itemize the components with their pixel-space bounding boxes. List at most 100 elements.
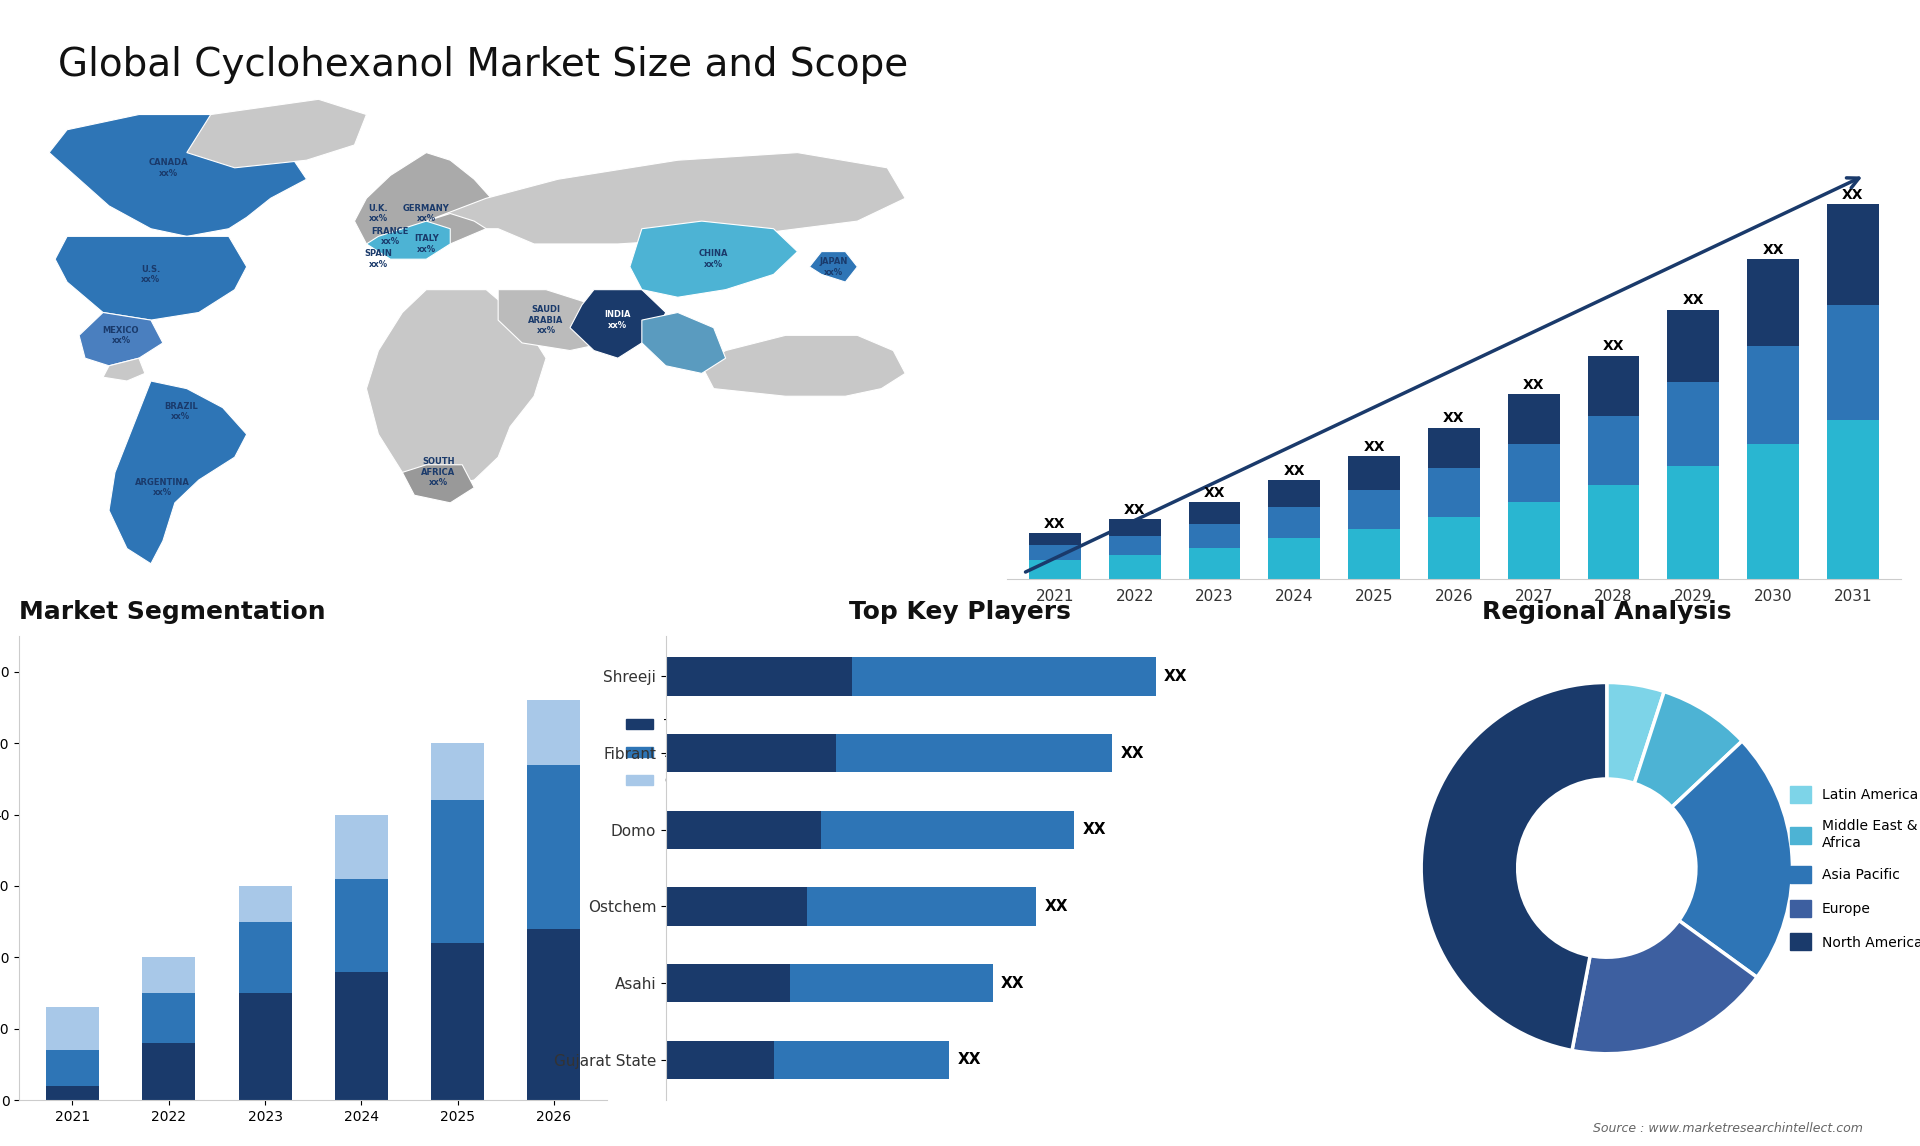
Bar [1188,548,1240,579]
Bar [1428,469,1480,517]
Wedge shape [1572,920,1757,1054]
Bar [1828,204,1880,305]
Polygon shape [367,290,545,487]
Bar [1188,524,1240,548]
Text: XX: XX [1204,486,1225,500]
Text: XX: XX [1044,898,1068,915]
Bar [1108,535,1162,555]
Bar [1029,533,1081,545]
Bar [528,764,580,928]
Bar [1428,427,1480,469]
Bar [666,887,806,926]
Bar [1747,259,1799,346]
Text: MARKET
RESEARCH
INTELLECT: MARKET RESEARCH INTELLECT [1764,88,1807,109]
Bar [238,886,292,921]
Text: ITALY
xx%: ITALY xx% [415,234,438,253]
Text: XX: XX [1523,377,1544,392]
Text: Market Segmentation: Market Segmentation [19,601,326,625]
Bar [142,1043,196,1100]
Bar [1667,382,1718,466]
Title: Regional Analysis: Regional Analysis [1482,601,1732,625]
Polygon shape [56,236,246,320]
Text: XX: XX [1044,517,1066,531]
Text: XX: XX [1083,823,1106,838]
Bar [1108,555,1162,579]
Text: ARGENTINA
xx%: ARGENTINA xx% [136,478,190,497]
Text: XX: XX [958,1052,981,1067]
Bar [46,1050,100,1086]
Polygon shape [109,380,246,564]
Text: Global Cyclohexanol Market Size and Scope: Global Cyclohexanol Market Size and Scop… [58,46,908,84]
Wedge shape [1421,683,1607,1051]
Bar [1667,466,1718,579]
Bar [791,964,993,1003]
Bar [334,972,388,1100]
Text: XX: XX [1284,464,1306,478]
Text: XX: XX [1000,975,1025,990]
Title: Top Key Players: Top Key Players [849,601,1071,625]
Bar [1348,456,1400,490]
Bar [822,810,1075,849]
Polygon shape [641,313,726,374]
Bar [528,700,580,764]
Wedge shape [1634,691,1741,807]
Bar [432,800,484,943]
Bar [1828,421,1880,579]
Bar [806,887,1037,926]
Legend: Type, Application, Geography: Type, Application, Geography [620,713,749,793]
Bar [1507,445,1559,502]
Text: XX: XX [1763,243,1784,257]
Bar [238,921,292,994]
Text: GERMANY
xx%: GERMANY xx% [403,204,449,223]
Bar [666,964,791,1003]
Bar [1507,502,1559,579]
Text: INDIA
xx%: INDIA xx% [605,311,632,330]
Text: SPAIN
xx%: SPAIN xx% [365,250,392,269]
Polygon shape [403,465,474,503]
Polygon shape [79,313,163,366]
Bar [1588,416,1640,485]
Text: Source : www.marketresearchintellect.com: Source : www.marketresearchintellect.com [1592,1122,1862,1135]
Text: XX: XX [1164,669,1188,684]
Bar [666,733,835,772]
Polygon shape [355,152,497,259]
Bar [666,810,822,849]
Bar [528,928,580,1100]
Text: U.K.
xx%: U.K. xx% [369,204,388,223]
Bar [432,743,484,800]
Wedge shape [1672,741,1793,978]
Text: SAUDI
ARABIA
xx%: SAUDI ARABIA xx% [528,305,564,335]
Text: U.S.
xx%: U.S. xx% [142,265,161,284]
Bar [142,957,196,994]
Polygon shape [186,100,367,167]
Text: MEXICO
xx%: MEXICO xx% [104,325,140,345]
Text: JAPAN
xx%: JAPAN xx% [820,257,847,276]
Bar [432,943,484,1100]
Polygon shape [104,359,144,380]
Bar [334,879,388,972]
Polygon shape [630,221,797,297]
Bar [1269,539,1321,579]
Bar [1507,394,1559,445]
Bar [1269,507,1321,539]
Bar [1269,480,1321,507]
Wedge shape [1607,683,1665,784]
Bar [1588,355,1640,416]
Text: XX: XX [1363,440,1384,454]
Text: XX: XX [1121,746,1144,761]
Bar [1348,490,1400,528]
Text: XX: XX [1603,339,1624,353]
Bar [1029,545,1081,559]
Bar [774,1041,948,1080]
Bar [1747,346,1799,445]
Bar [666,657,852,696]
Text: XX: XX [1682,293,1705,307]
Text: XX: XX [1123,502,1146,517]
Bar [1428,517,1480,579]
Bar [1188,502,1240,524]
Polygon shape [497,290,618,351]
Bar [1029,559,1081,579]
Legend: Latin America, Middle East &
Africa, Asia Pacific, Europe, North America: Latin America, Middle East & Africa, Asi… [1789,786,1920,950]
Text: CANADA
xx%: CANADA xx% [150,158,188,178]
Text: XX: XX [1841,188,1864,202]
